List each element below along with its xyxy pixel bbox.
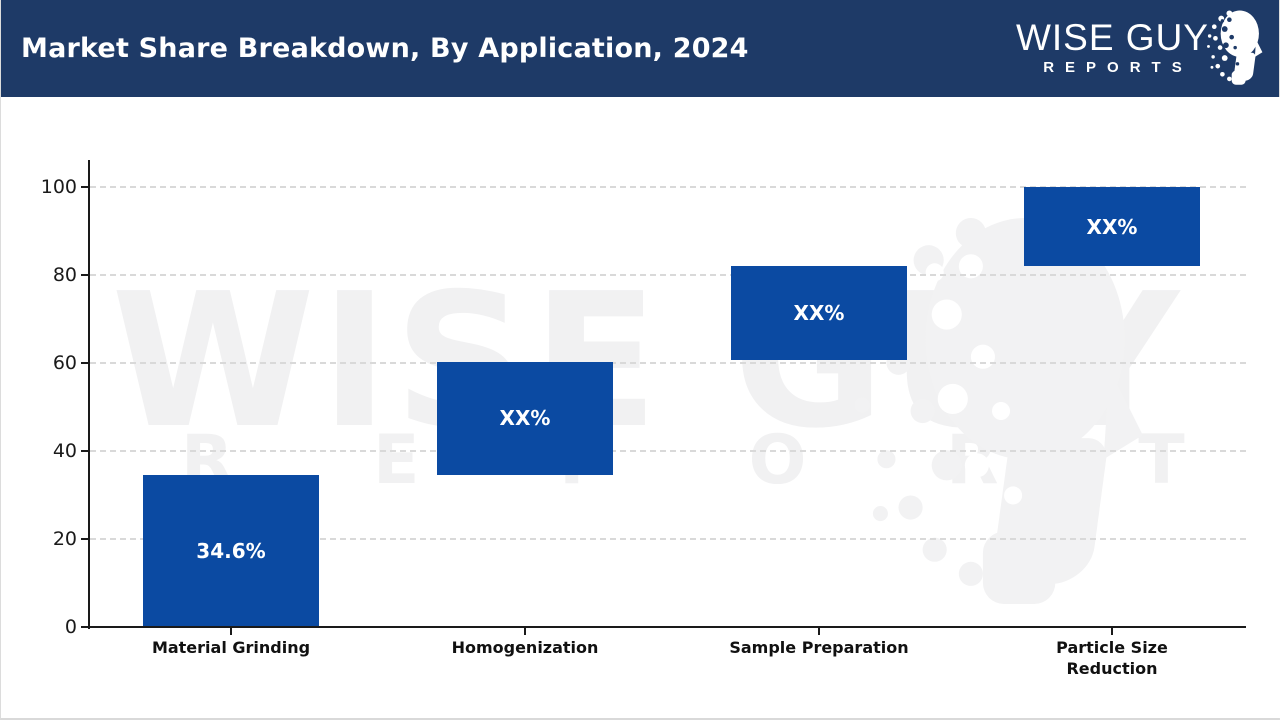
- y-tick-label: 40: [52, 440, 77, 462]
- y-tick: [81, 538, 88, 540]
- y-tick-label: 80: [52, 264, 77, 286]
- logo-wordmark: WISE GUY: [1015, 16, 1209, 58]
- chart-title: Market Share Breakdown, By Application, …: [21, 33, 749, 64]
- y-tick: [81, 626, 88, 628]
- bar-homogenization: XX%: [437, 361, 613, 475]
- y-axis-line: [88, 160, 90, 629]
- wise-guy-reports-logo: WISE GUY REPORTS: [1016, 8, 1263, 86]
- bar-value-label: XX%: [1086, 214, 1138, 239]
- x-axis-label: Sample Preparation: [729, 638, 909, 657]
- y-tick-label: 60: [52, 352, 77, 374]
- x-axis-label: Particle Size Reduction: [1056, 638, 1168, 678]
- y-tick: [81, 274, 88, 276]
- gridline: [90, 538, 1246, 540]
- x-tick: [230, 628, 232, 635]
- x-axis-label: Homogenization: [451, 638, 599, 657]
- bar-material-grinding: 34.6%: [143, 474, 319, 627]
- header-band: Market Share Breakdown, By Application, …: [1, 0, 1279, 97]
- gridline: [90, 274, 1246, 276]
- x-tick: [818, 628, 820, 635]
- gridline: [90, 362, 1246, 364]
- y-tick: [81, 186, 88, 188]
- bar-chart: WISE GUY R E P O R T S 34.6%XX%XX%X: [1, 97, 1280, 718]
- bar-sample-preparation: XX%: [731, 266, 907, 360]
- y-tick-label: 100: [40, 176, 77, 198]
- gridline: [90, 450, 1246, 452]
- y-tick-label: 0: [64, 616, 77, 638]
- y-tick: [81, 450, 88, 452]
- logo-text: WISE GUY REPORTS: [1015, 16, 1209, 77]
- bar-value-label: 34.6%: [196, 538, 266, 563]
- bar-particle-size-reduction: XX%: [1024, 187, 1200, 267]
- gridline: [90, 186, 1246, 188]
- x-tick: [1111, 628, 1113, 635]
- x-axis-line: [88, 626, 1246, 628]
- logo-subtitle: REPORTS: [1043, 59, 1193, 77]
- bar-value-label: XX%: [499, 406, 551, 431]
- bar-value-label: XX%: [793, 301, 845, 326]
- dotted-face-icon: [1207, 10, 1263, 85]
- y-tick-label: 20: [52, 528, 77, 550]
- x-tick: [524, 628, 526, 635]
- x-axis-label: Material Grinding: [151, 638, 311, 657]
- y-tick: [81, 362, 88, 364]
